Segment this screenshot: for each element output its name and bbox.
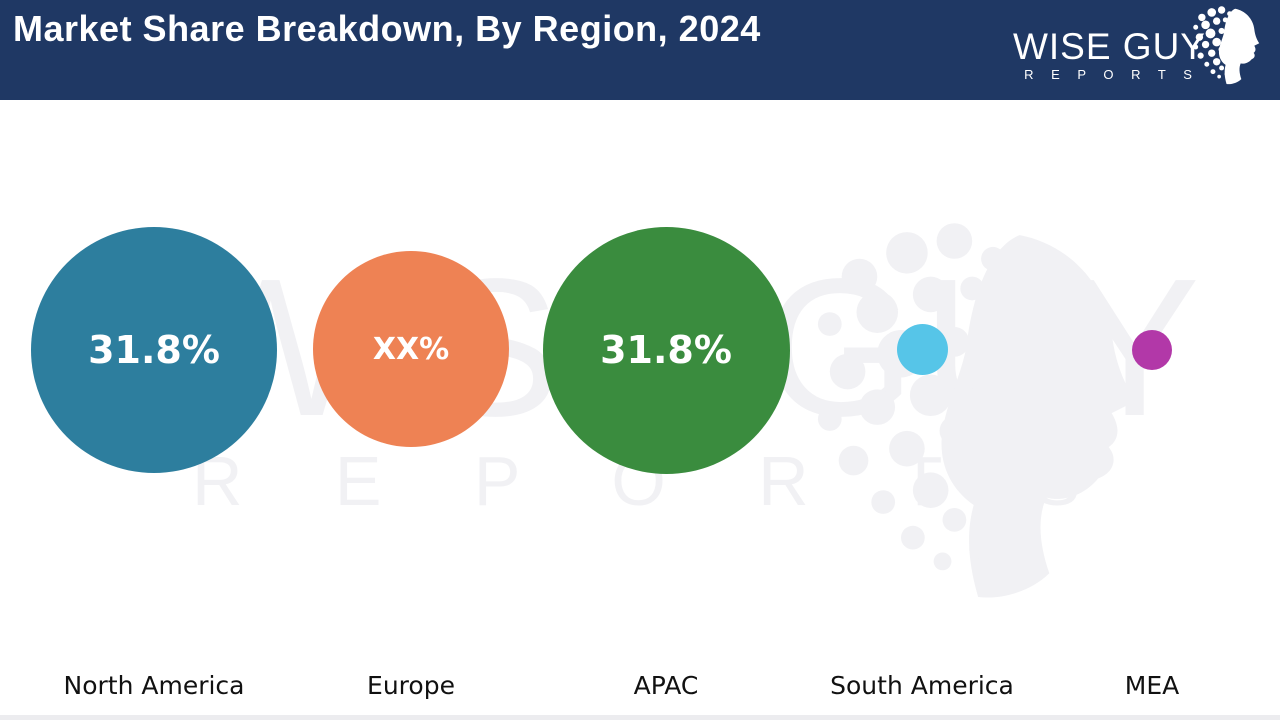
brand-text: WISE GUY R E P O R T S — [1013, 28, 1206, 82]
watermark-head-icon — [812, 212, 1168, 626]
region-label-apac: APAC — [633, 671, 699, 700]
page-title: Market Share Breakdown, By Region, 2024 — [13, 8, 761, 49]
brand-name: WISE GUY — [1012, 26, 1206, 67]
header: Market Share Breakdown, By Region, 2024 … — [0, 0, 1280, 100]
bubble-north-america: 31.8% — [31, 227, 277, 473]
bubble-mea — [1132, 330, 1172, 370]
bubble-south-america — [896, 323, 948, 375]
bubble-europe: XX% — [313, 251, 509, 447]
region-label-europe: Europe — [367, 671, 455, 700]
region-label-mea: MEA — [1124, 671, 1180, 700]
brand-head-icon — [1192, 4, 1266, 90]
bubble-value-europe: XX% — [372, 331, 450, 367]
brand-logo: WISE GUY R E P O R T S — [1013, 4, 1266, 90]
bottom-divider — [0, 715, 1280, 720]
bubble-chart: WISE GUY R E P O R T S 31.8%XX%31.8% Nor… — [0, 100, 1280, 720]
brand-subtitle: R E P O R T S — [1024, 67, 1199, 82]
bubble-apac: 31.8% — [542, 226, 790, 474]
region-label-north-america: North America — [63, 671, 245, 700]
bubble-value-north-america: 31.8% — [88, 328, 220, 372]
bubble-value-apac: 31.8% — [600, 328, 732, 372]
region-label-south-america: South America — [830, 671, 1014, 700]
